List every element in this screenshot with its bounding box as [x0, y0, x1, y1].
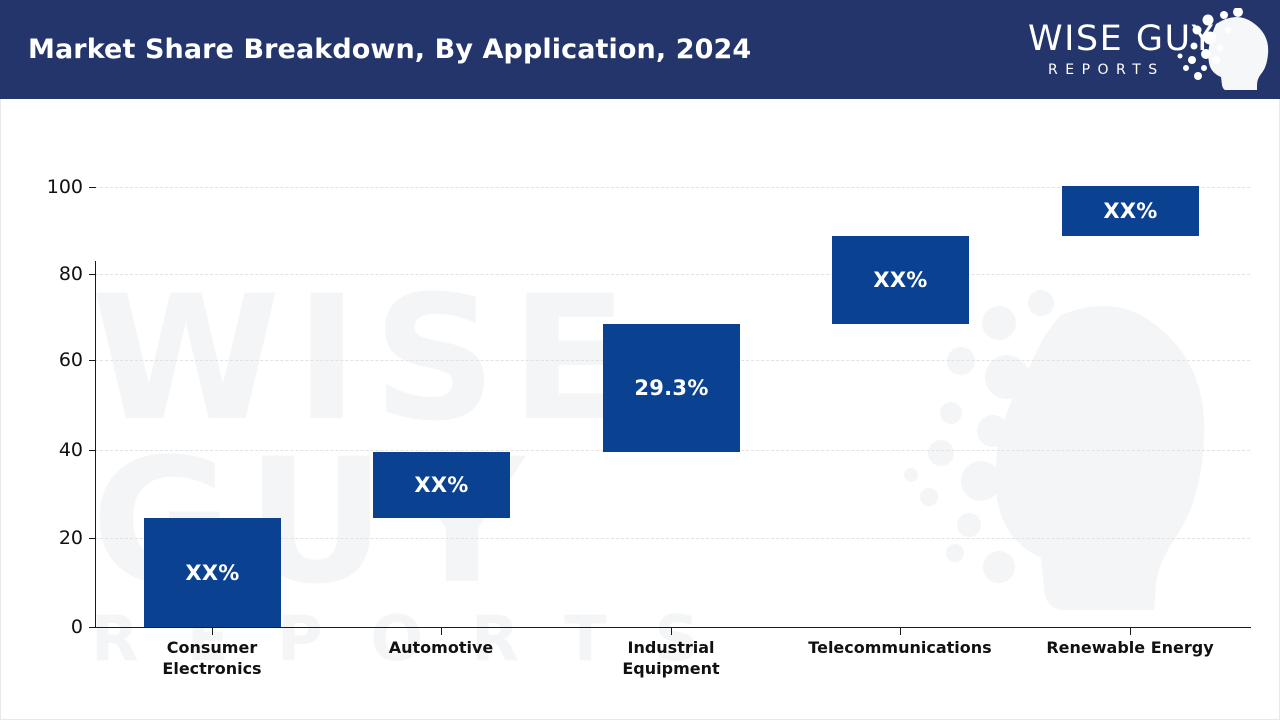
- bar-label-industrial-equipment: 29.3%: [634, 376, 709, 400]
- x-category-label-renewable-energy: Renewable Energy: [1025, 637, 1235, 658]
- x-tick-mark-1: [212, 627, 213, 635]
- x-tick-mark-2: [441, 627, 442, 635]
- y-tick-mark-40: [89, 450, 96, 451]
- y-tick-mark-100: [89, 187, 96, 188]
- bar-label-automotive: XX%: [414, 473, 469, 497]
- x-category-label-industrial-equipment: Industrial Equipment: [571, 637, 771, 679]
- x-axis-line: [95, 627, 1251, 628]
- y-tick-mark-0: [89, 627, 96, 628]
- bar-industrial-equipment[interactable]: 29.3%: [603, 324, 740, 452]
- bar-consumer-electronics[interactable]: XX%: [144, 518, 281, 627]
- y-tick-mark-60: [89, 360, 96, 361]
- x-category-label-telecommunications: Telecommunications: [790, 637, 1010, 658]
- y-tick-label-40: 40: [58, 439, 83, 461]
- y-tick-label-0: 0: [70, 616, 83, 638]
- bar-label-consumer-electronics: XX%: [185, 560, 240, 585]
- bar-telecommunications[interactable]: XX%: [832, 236, 969, 324]
- bar-automotive[interactable]: XX%: [373, 452, 510, 518]
- wise-guy-reports-logo: WISE GUY REPORTS: [1020, 8, 1272, 90]
- y-tick-label-20: 20: [58, 527, 83, 549]
- x-category-line-2: Equipment: [622, 659, 720, 678]
- x-category-line-1: Telecommunications: [808, 638, 992, 657]
- x-category-label-consumer-electronics: Consumer Electronics: [112, 637, 312, 679]
- bar-label-telecommunications: XX%: [873, 268, 928, 292]
- x-category-line-1: Industrial: [627, 638, 715, 657]
- gridline-80: [95, 274, 1250, 275]
- x-tick-mark-4: [900, 627, 901, 635]
- svg-text:WISE GUY: WISE GUY: [1028, 19, 1215, 59]
- y-tick-label-80: 80: [58, 263, 83, 285]
- x-category-line-1: Automotive: [388, 638, 494, 657]
- page-title: Market Share Breakdown, By Application, …: [28, 34, 752, 65]
- x-category-label-automotive: Automotive: [341, 637, 541, 658]
- y-tick-mark-80: [89, 274, 96, 275]
- header-bar: Market Share Breakdown, By Application, …: [0, 0, 1280, 99]
- bar-label-renewable-energy: XX%: [1103, 199, 1158, 223]
- y-tick-label-60: 60: [58, 349, 83, 371]
- x-category-line-1: Renewable Energy: [1046, 638, 1214, 657]
- x-category-line-2: Electronics: [162, 659, 262, 678]
- svg-text:REPORTS: REPORTS: [1048, 62, 1165, 78]
- x-tick-mark-3: [671, 627, 672, 635]
- y-axis-line: [95, 261, 96, 628]
- chart-area: WISE GUY REPORTS: [0, 99, 1280, 720]
- y-tick-mark-20: [89, 538, 96, 539]
- gridline-100: [95, 187, 1250, 188]
- gridline-20: [95, 538, 1250, 539]
- bar-renewable-energy[interactable]: XX%: [1062, 186, 1199, 236]
- plot-layer: 100 80 60 40 20 0 XX% XX% 29.3% XX% XX%: [1, 99, 1279, 719]
- x-tick-mark-5: [1130, 627, 1131, 635]
- y-tick-label-100: 100: [46, 176, 83, 198]
- x-category-line-1: Consumer: [166, 638, 258, 657]
